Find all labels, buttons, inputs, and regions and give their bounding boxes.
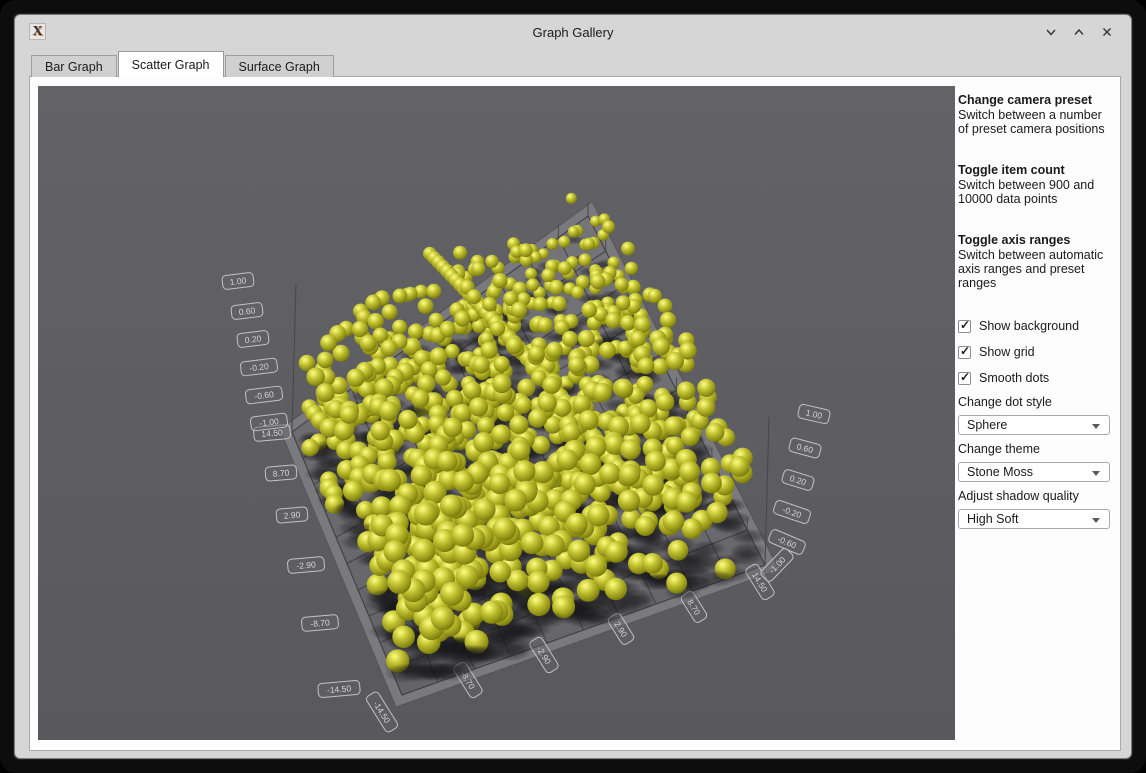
axis-tick-label: -0.60 xyxy=(244,385,284,405)
svg-text:1.00: 1.00 xyxy=(805,407,824,421)
shadow-quality-label: Adjust shadow quality xyxy=(958,489,1079,503)
smooth-dots-checkbox[interactable]: ✓ Smooth dots xyxy=(958,368,1112,388)
svg-text:8.70: 8.70 xyxy=(272,467,290,478)
command-description: Switch between 900 and 10000 data points xyxy=(958,178,1095,206)
svg-text:-0.20: -0.20 xyxy=(249,361,270,373)
axis-tick-label: -0.20 xyxy=(773,500,811,524)
titlebar[interactable]: X Graph Gallery xyxy=(15,15,1131,49)
axis-tick-label: 1.00 xyxy=(221,272,255,290)
svg-text:-0.60: -0.60 xyxy=(254,389,275,401)
axis-tick-label: -0.20 xyxy=(239,357,279,377)
selected-value: Stone Moss xyxy=(967,465,1034,479)
shadow-quality-select[interactable]: High Soft xyxy=(958,509,1110,529)
theme-label: Change theme xyxy=(958,442,1041,456)
close-icon xyxy=(1102,27,1112,37)
checkbox-label: Show grid xyxy=(979,345,1035,359)
command-title: Toggle axis ranges xyxy=(958,233,1071,247)
svg-text:0.60: 0.60 xyxy=(796,441,815,455)
svg-text:0.20: 0.20 xyxy=(789,473,808,487)
command-title: Change camera preset xyxy=(958,93,1093,107)
command-description: Switch between automatic axis ranges and… xyxy=(958,248,1104,290)
chevron-down-icon xyxy=(1046,29,1056,36)
axis-tick-label: -2.90 xyxy=(529,636,559,674)
svg-text:2.90: 2.90 xyxy=(283,509,301,520)
checkbox-icon: ✓ xyxy=(958,343,971,359)
selected-value: High Soft xyxy=(967,512,1019,526)
svg-text:-8.70: -8.70 xyxy=(310,617,330,629)
axis-tick-label: -1.00 xyxy=(249,412,289,432)
toggle-axis-ranges-button[interactable]: Toggle axis ranges Switch between automa… xyxy=(958,233,1112,290)
tab-scatter-graph[interactable]: Scatter Graph xyxy=(117,51,224,77)
minimize-button[interactable] xyxy=(1043,24,1059,40)
theme-select[interactable]: Stone Moss xyxy=(958,462,1110,482)
command-description: Switch between a number of preset camera… xyxy=(958,108,1105,136)
axis-tick-label: 0.20 xyxy=(781,469,815,491)
chevron-up-icon xyxy=(1074,28,1084,35)
close-button[interactable] xyxy=(1099,24,1115,40)
svg-text:-1.00: -1.00 xyxy=(259,416,280,428)
tab-bar: Bar Graph Scatter Graph Surface Graph xyxy=(31,51,335,77)
window-title: Graph Gallery xyxy=(532,24,614,40)
svg-text:-14.50: -14.50 xyxy=(327,683,352,695)
axis-tick-label: 0.60 xyxy=(230,302,264,320)
axis-tick-label: 8.70 xyxy=(264,464,298,482)
app-window: X Graph Gallery Bar Graph Scatter Graph … xyxy=(14,14,1132,759)
tab-bar-graph[interactable]: Bar Graph xyxy=(31,55,117,77)
svg-text:1.00: 1.00 xyxy=(229,275,247,287)
checkbox-icon: ✓ xyxy=(958,317,971,333)
show-background-checkbox[interactable]: ✓ Show background xyxy=(958,316,1112,336)
tab-content-pane: 1.00 14.50 -14.50 1.00 0.60 8.70 -8.70 0.60 0.20… xyxy=(29,76,1121,751)
axis-tick-label: 2.90 xyxy=(275,506,309,524)
show-grid-checkbox[interactable]: ✓ Show grid xyxy=(958,342,1112,362)
tab-surface-graph[interactable]: Surface Graph xyxy=(224,55,334,77)
svg-text:-2.90: -2.90 xyxy=(296,559,316,571)
toggle-item-count-button[interactable]: Toggle item count Switch between 900 and… xyxy=(958,163,1112,206)
selected-value: Sphere xyxy=(967,418,1008,432)
scatter-3d-view[interactable]: 1.00 14.50 -14.50 1.00 0.60 8.70 -8.70 0.60 0.20… xyxy=(38,86,955,740)
axis-tick-label: 14.50 xyxy=(253,424,291,442)
checkbox-label: Show background xyxy=(979,319,1080,333)
checkbox-label: Smooth dots xyxy=(979,371,1050,385)
command-title: Toggle item count xyxy=(958,163,1065,177)
maximize-button[interactable] xyxy=(1071,24,1087,40)
svg-text:14.50: 14.50 xyxy=(261,427,283,439)
axis-tick-label: -8.70 xyxy=(301,614,339,632)
dot-style-select[interactable]: Sphere xyxy=(958,415,1110,435)
axis-tick-label: 0.60 xyxy=(788,437,822,459)
svg-text:0.60: 0.60 xyxy=(238,305,256,317)
chevron-down-icon xyxy=(1092,424,1100,429)
app-icon: X xyxy=(29,23,46,40)
axis-tick-label: -2.90 xyxy=(287,556,325,574)
axis-tick-label: 1.00 xyxy=(797,403,831,425)
sidebar: Change camera preset Switch between a nu… xyxy=(958,77,1112,750)
axis-tick-label: -14.50 xyxy=(317,680,361,698)
dot-style-label: Change dot style xyxy=(958,395,1052,409)
checkbox-icon: ✓ xyxy=(958,369,971,385)
chevron-down-icon xyxy=(1092,518,1100,523)
axis-tick-label: -0.60 xyxy=(768,529,806,555)
axis-tick-label: 0.20 xyxy=(236,330,270,348)
svg-text:0.20: 0.20 xyxy=(244,333,262,345)
change-camera-preset-button[interactable]: Change camera preset Switch between a nu… xyxy=(958,93,1112,136)
chevron-down-icon xyxy=(1092,471,1100,476)
